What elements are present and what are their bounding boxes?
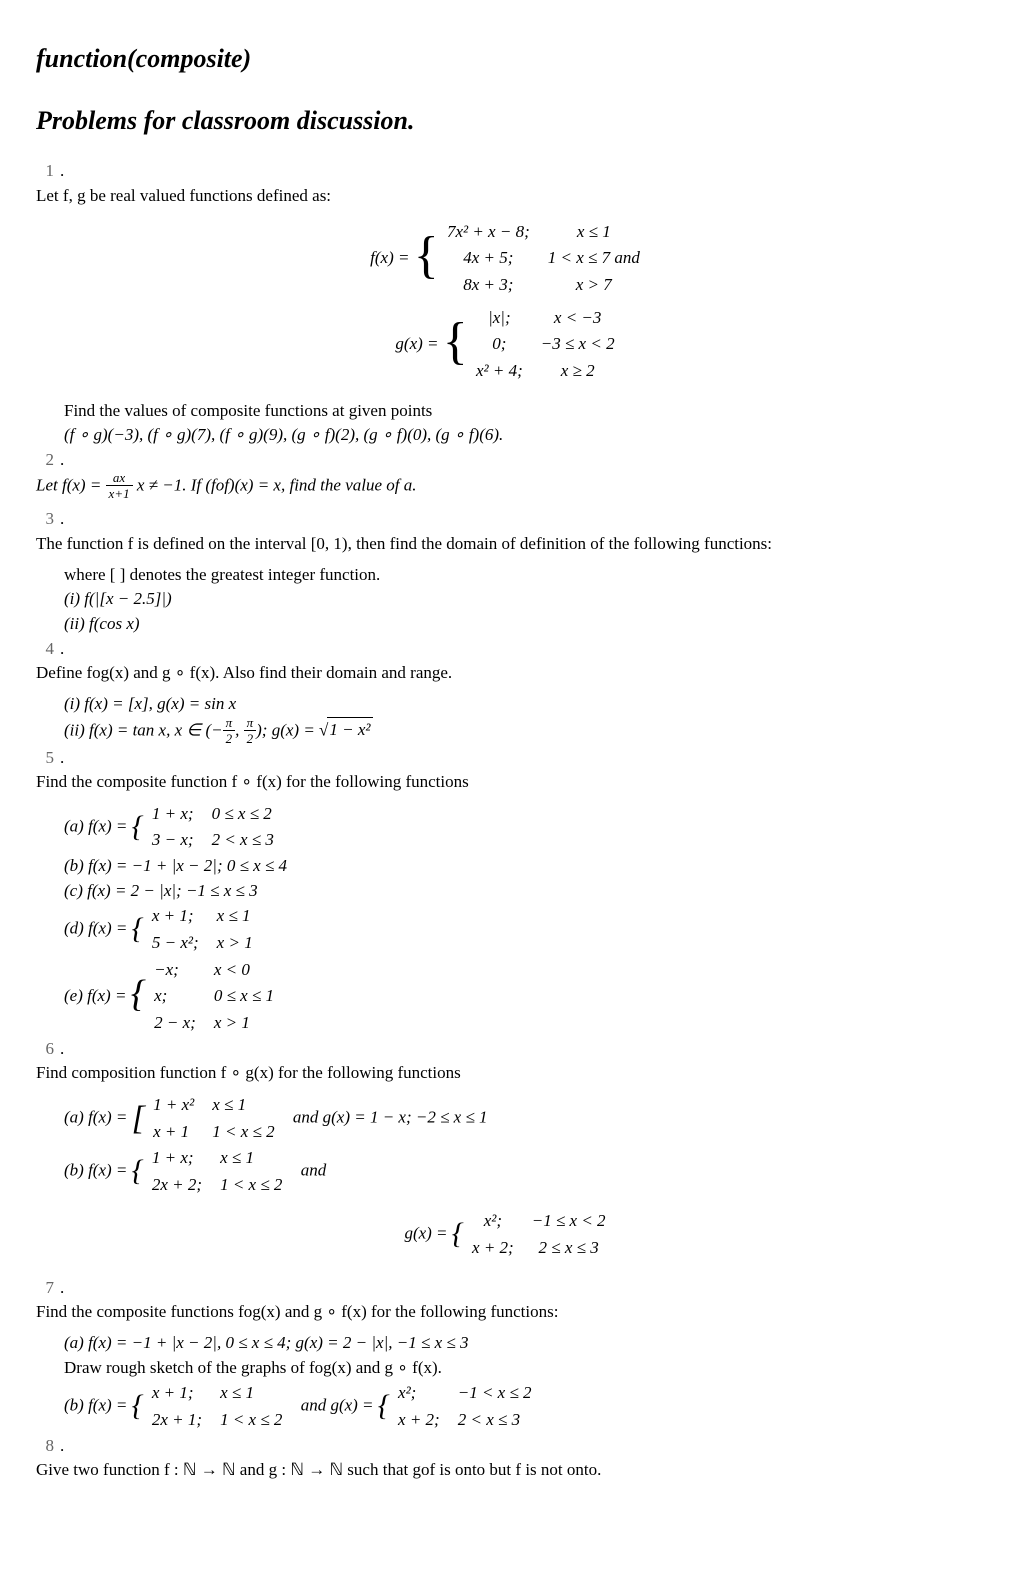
- page-title-1: function(composite): [36, 40, 988, 78]
- page-title-2: Problems for classroom discussion.: [36, 102, 988, 140]
- case-cond: x ≥ 2: [537, 358, 629, 385]
- problem-6: 6. Find composition function f ∘ g(x) fo…: [36, 1037, 988, 1086]
- problem-number: 2: [36, 448, 54, 473]
- brace-icon: {: [378, 1393, 390, 1419]
- p3-ii: (ii) f(cos x): [64, 612, 988, 637]
- problem-4: 4. Define fog(x) and g ∘ f(x). Also find…: [36, 637, 988, 686]
- case-cond: x > 7: [544, 272, 654, 299]
- brace-icon: {: [132, 1158, 144, 1184]
- brace-icon: {: [443, 319, 468, 366]
- case-cond: x ≤ 1: [544, 219, 654, 246]
- p2-b: x ≠ −1. If (fof)(x) = x, find the value …: [137, 476, 417, 495]
- p5-b: (b) f(x) = −1 + |x − 2|; 0 ≤ x ≤ 4: [64, 854, 988, 879]
- p3-i: (i) f(|[x − 2.5]|): [64, 587, 988, 612]
- problem-number: 6: [36, 1037, 54, 1062]
- p4-line: Define fog(x) and g ∘ f(x). Also find th…: [36, 661, 956, 686]
- problem-number: 1: [36, 159, 54, 184]
- problem-number: 3: [36, 507, 54, 532]
- case-cond: −3 ≤ x < 2: [537, 331, 629, 358]
- problem-2: 2. Let f(x) = axx+1 x ≠ −1. If (fof)(x) …: [36, 448, 988, 502]
- case-expr: |x|;: [472, 305, 537, 332]
- problem-number: 5: [36, 746, 54, 771]
- case-cond: 1 < x ≤ 7 and: [544, 245, 654, 272]
- brace-icon: {: [132, 916, 144, 942]
- p5-line: Find the composite function f ∘ f(x) for…: [36, 770, 956, 795]
- problem-number: 7: [36, 1276, 54, 1301]
- p8-line: Give two function f : ℕ → ℕ and g : ℕ → …: [36, 1458, 956, 1483]
- problem-3: 3. The function f is defined on the inte…: [36, 507, 988, 556]
- case-cond: x < −3: [537, 305, 629, 332]
- problem-number: 8: [36, 1434, 54, 1459]
- p5-d: (d) f(x) = { x + 1;x ≤ 1 5 − x²;x > 1: [64, 903, 988, 956]
- case-expr: 0;: [472, 331, 537, 358]
- problem-intro: Let f, g be real valued functions define…: [36, 184, 956, 209]
- p6-g: g(x) = { x²;−1 ≤ x < 2 x + 2;2 ≤ x ≤ 3: [36, 1208, 988, 1261]
- p5-a: (a) f(x) = { 1 + x;0 ≤ x ≤ 2 3 − x;2 < x…: [64, 801, 988, 854]
- p7-draw: Draw rough sketch of the graphs of fog(x…: [64, 1356, 988, 1381]
- brace-icon: {: [131, 978, 146, 1010]
- p3-line: The function f is defined on the interva…: [36, 532, 956, 557]
- case-expr: 4x + 5;: [443, 245, 544, 272]
- case-expr: 7x² + x − 8;: [443, 219, 544, 246]
- brace-icon: {: [452, 1221, 464, 1247]
- p4-ii: (ii) f(x) = tan x, x ∈ (−π2, π2); g(x) =…: [64, 717, 988, 746]
- f-lhs: f(x) =: [370, 248, 409, 267]
- frac-num: ax: [106, 471, 133, 486]
- brace-icon: {: [132, 1393, 144, 1419]
- problem-1-tail2: (f ∘ g)(−3), (f ∘ g)(7), (f ∘ g)(9), (g …: [64, 423, 988, 448]
- g-lhs: g(x) =: [395, 333, 438, 352]
- case-expr: x² + 4;: [472, 358, 537, 385]
- p6-b: (b) f(x) = { 1 + x;x ≤ 1 2x + 2;1 < x ≤ …: [64, 1145, 988, 1198]
- problem-8: 8. Give two function f : ℕ → ℕ and g : ℕ…: [36, 1434, 988, 1483]
- p4-i: (i) f(x) = [x], g(x) = sin x: [64, 692, 988, 717]
- p2-a: Let f(x) =: [36, 476, 106, 495]
- problem-5: 5. Find the composite function f ∘ f(x) …: [36, 746, 988, 795]
- p5-c: (c) f(x) = 2 − |x|; −1 ≤ x ≤ 3: [64, 879, 988, 904]
- p7-a: (a) f(x) = −1 + |x − 2|, 0 ≤ x ≤ 4; g(x)…: [64, 1331, 988, 1356]
- p7-b: (b) f(x) = { x + 1;x ≤ 1 2x + 1;1 < x ≤ …: [64, 1380, 988, 1433]
- p6-a: (a) f(x) = [ 1 + x²x ≤ 1 x + 11 < x ≤ 2 …: [64, 1092, 988, 1145]
- problem-7: 7. Find the composite functions fog(x) a…: [36, 1276, 988, 1325]
- problem-1: 1. Let f, g be real valued functions def…: [36, 159, 988, 208]
- p6-line: Find composition function f ∘ g(x) for t…: [36, 1061, 956, 1086]
- brace-icon: {: [414, 233, 439, 280]
- frac-den: x+1: [106, 486, 133, 500]
- brace-icon: {: [132, 814, 144, 840]
- p7-line: Find the composite functions fog(x) and …: [36, 1300, 956, 1325]
- p5-e: (e) f(x) = { −x;x < 0 x;0 ≤ x ≤ 1 2 − x;…: [64, 957, 988, 1037]
- problem-number: 4: [36, 637, 54, 662]
- case-expr: 8x + 3;: [443, 272, 544, 299]
- problem-1-functions: f(x) = { 7x² + x − 8;x ≤ 1 4x + 5;1 < x …: [36, 219, 988, 385]
- p3-sub: where [ ] denotes the greatest integer f…: [64, 563, 988, 588]
- problem-1-tail1: Find the values of composite functions a…: [64, 399, 988, 424]
